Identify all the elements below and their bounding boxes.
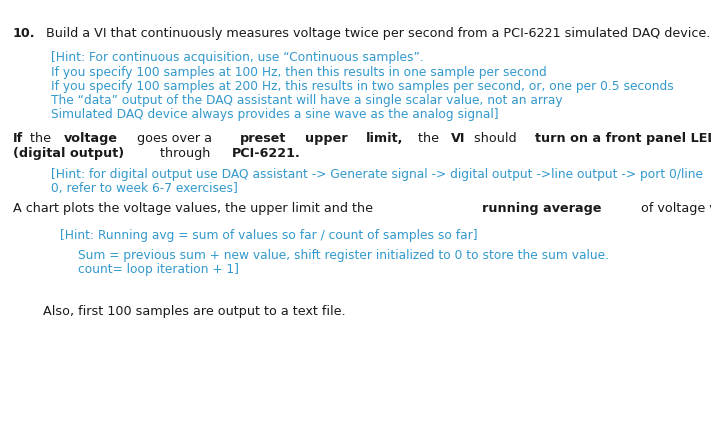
Text: voltage: voltage	[63, 132, 117, 145]
Text: PCI-6221.: PCI-6221.	[232, 147, 300, 160]
Text: If you specify 100 samples at 100 Hz, then this results in one sample per second: If you specify 100 samples at 100 Hz, th…	[51, 66, 547, 79]
Text: goes over a: goes over a	[133, 132, 216, 145]
Text: limit,: limit,	[365, 132, 402, 145]
Text: the: the	[26, 132, 55, 145]
Text: upper: upper	[305, 132, 348, 145]
Text: preset: preset	[240, 132, 287, 145]
Text: A chart plots the voltage values, the upper limit and the: A chart plots the voltage values, the up…	[13, 202, 377, 214]
Text: turn on a front panel LED: turn on a front panel LED	[535, 132, 711, 145]
Text: Simulated DAQ device always provides a sine wave as the analog signal]: Simulated DAQ device always provides a s…	[51, 108, 499, 121]
Text: VI: VI	[451, 132, 466, 145]
Text: [Hint: For continuous acquisition, use “Continuous samples”.: [Hint: For continuous acquisition, use “…	[51, 51, 424, 64]
Text: running average: running average	[483, 202, 602, 214]
Text: [Hint: Running avg = sum of values so far / count of samples so far]: [Hint: Running avg = sum of values so fa…	[60, 229, 478, 242]
Text: [Hint: for digital output use DAQ assistant -> Generate signal -> digital output: [Hint: for digital output use DAQ assist…	[51, 168, 703, 181]
Text: should: should	[470, 132, 520, 145]
Text: (digital output): (digital output)	[13, 147, 124, 160]
Text: The “data” output of the DAQ assistant will have a single scalar value, not an a: The “data” output of the DAQ assistant w…	[51, 94, 563, 107]
Text: If: If	[13, 132, 23, 145]
Text: 0, refer to week 6-7 exercises]: 0, refer to week 6-7 exercises]	[51, 182, 238, 195]
Text: the: the	[414, 132, 443, 145]
Text: Also, first 100 samples are output to a text file.: Also, first 100 samples are output to a …	[43, 305, 346, 317]
Text: If you specify 100 samples at 200 Hz, this results in two samples per second, or: If you specify 100 samples at 200 Hz, th…	[51, 80, 674, 93]
Text: through: through	[156, 147, 215, 160]
Text: 10.: 10.	[13, 27, 36, 39]
Text: Sum = previous sum + new value, shift register initialized to 0 to store the sum: Sum = previous sum + new value, shift re…	[78, 249, 609, 262]
Text: count= loop iteration + 1]: count= loop iteration + 1]	[78, 263, 239, 276]
Text: of voltage values generated so far.: of voltage values generated so far.	[636, 202, 711, 214]
Text: Build a VI that continuously measures voltage twice per second from a PCI-6221 s: Build a VI that continuously measures vo…	[42, 27, 710, 39]
